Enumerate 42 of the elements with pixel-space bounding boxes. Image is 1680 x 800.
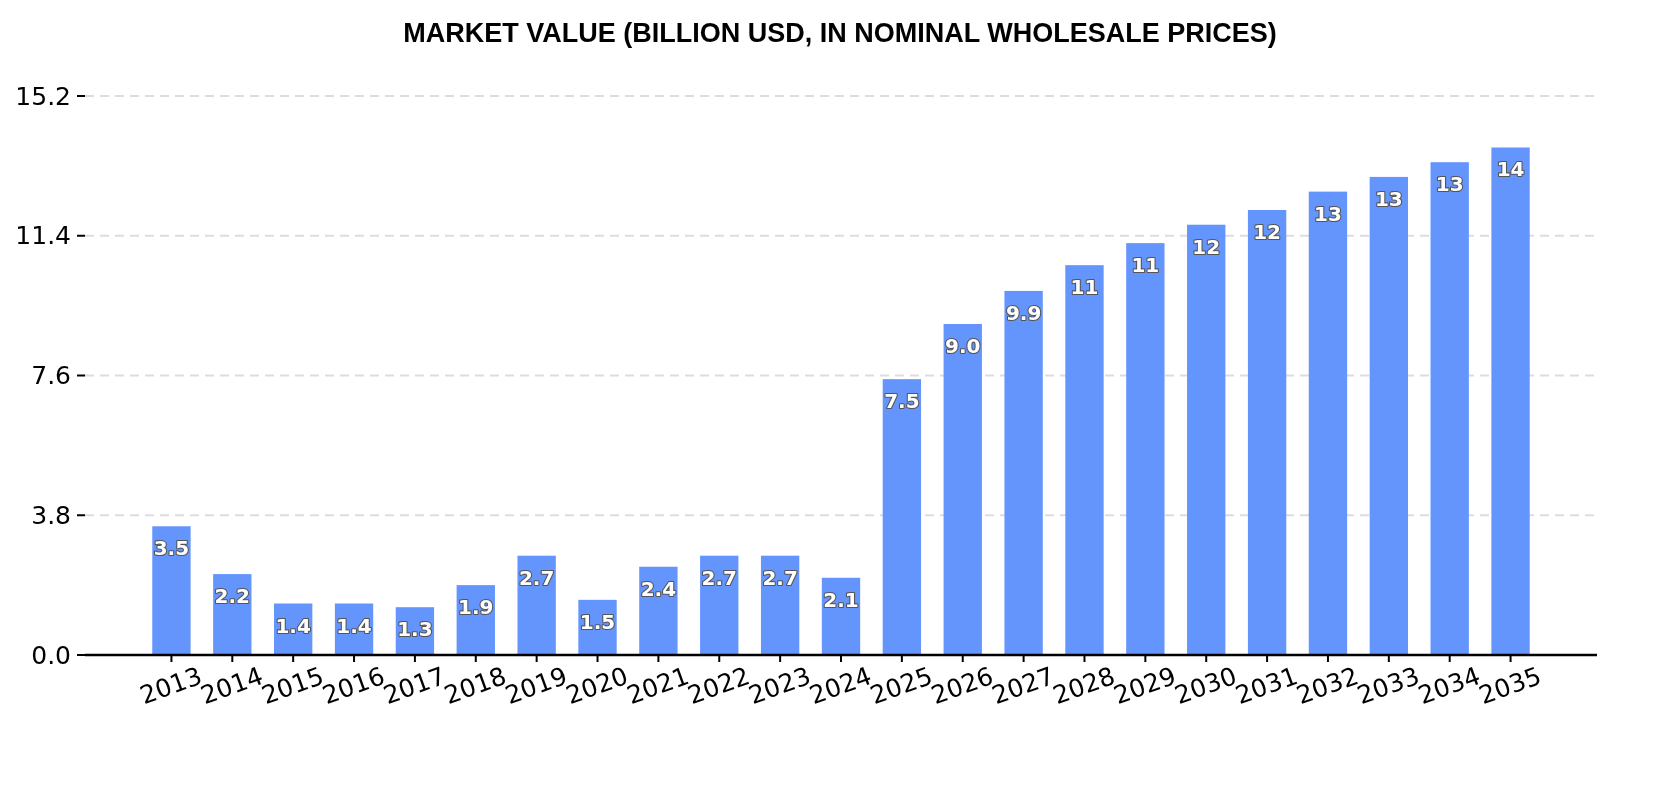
bar <box>1065 265 1104 655</box>
data-label: 13 <box>1435 172 1464 197</box>
data-label: 3.5 <box>153 536 190 561</box>
bar <box>152 526 191 655</box>
data-label: 11 <box>1131 253 1160 278</box>
y-tick-label: 3.8 <box>31 500 71 530</box>
bar <box>882 379 922 655</box>
bar <box>1187 224 1226 655</box>
data-label: 1.3 <box>397 617 433 642</box>
data-label: 1.4 <box>275 613 311 638</box>
bar <box>1126 243 1165 655</box>
data-label: 13 <box>1314 201 1342 226</box>
data-label: 12 <box>1192 234 1221 259</box>
data-label: 2.7 <box>701 565 737 590</box>
data-label: 1.5 <box>579 609 616 634</box>
data-label: 7.5 <box>884 389 920 414</box>
bar <box>943 324 982 655</box>
data-label: 13 <box>1374 186 1403 211</box>
data-label: 2.1 <box>823 587 859 612</box>
bar <box>1004 290 1043 655</box>
data-label: 9.0 <box>945 334 981 359</box>
data-label: 11 <box>1070 275 1099 300</box>
bar <box>1308 191 1348 655</box>
chart-title: MARKET VALUE (BILLION USD, IN NOMINAL WHOLESALE PRICES) <box>403 18 1277 48</box>
data-label: 2.4 <box>640 576 677 601</box>
bar <box>1430 162 1469 655</box>
data-label: 2.7 <box>762 565 798 590</box>
data-label: 9.9 <box>1005 300 1042 325</box>
y-tick-label: 7.6 <box>31 361 71 390</box>
y-tick-label: 0.0 <box>31 640 71 670</box>
data-label: 1.9 <box>458 595 494 620</box>
bar <box>1247 210 1287 655</box>
data-label: 14 <box>1496 157 1525 182</box>
bar <box>1491 147 1530 655</box>
bar <box>517 555 556 655</box>
bar <box>1369 176 1408 655</box>
data-label: 1.4 <box>336 613 372 638</box>
y-tick-label: 15.2 <box>15 81 71 111</box>
data-label: 2.7 <box>518 565 555 590</box>
data-label: 12 <box>1253 220 1282 245</box>
y-tick-label: 11.4 <box>15 221 71 251</box>
data-label: 2.2 <box>214 584 251 609</box>
